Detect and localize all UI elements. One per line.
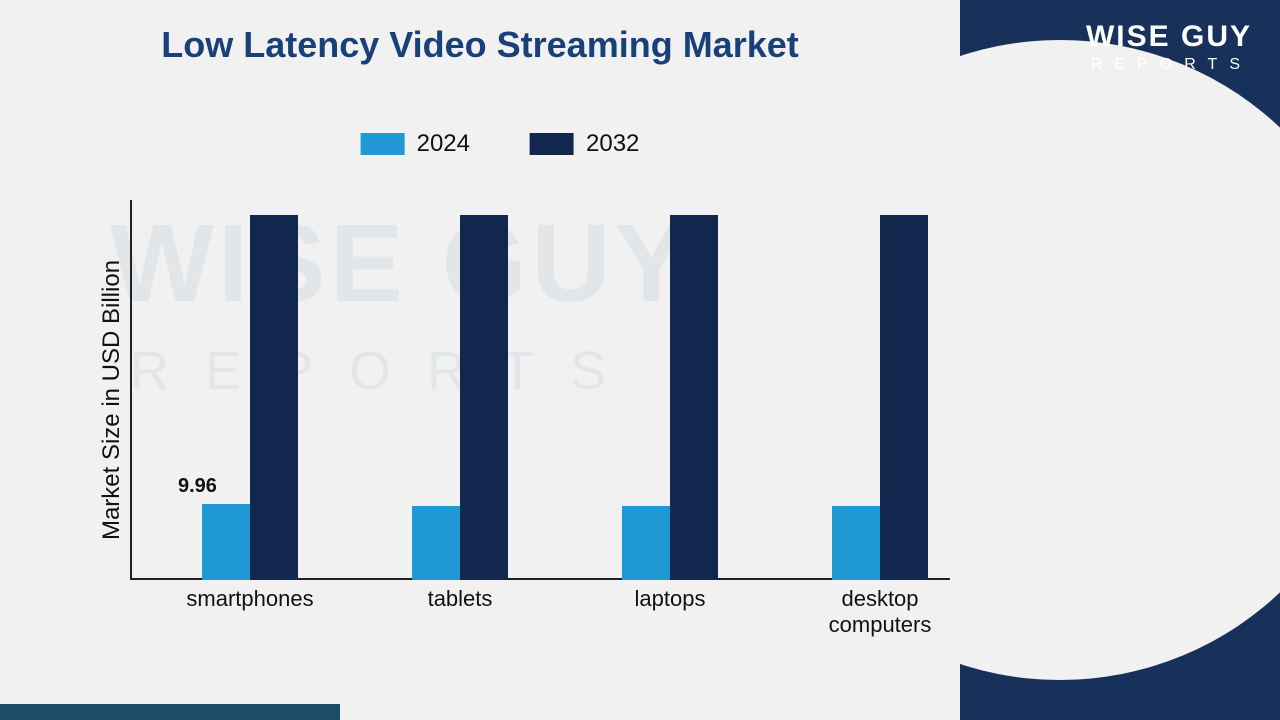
bar-2032 bbox=[880, 215, 928, 580]
stage: WISE GUY REPORTS Low Latency Video Strea… bbox=[0, 0, 1280, 720]
legend-item-2032: 2032 bbox=[530, 130, 639, 158]
brand-logo: WISE GUY REPORTS bbox=[1086, 20, 1252, 74]
bar-2032 bbox=[460, 215, 508, 580]
bar-2024 bbox=[832, 506, 880, 580]
legend-label-2024: 2024 bbox=[417, 130, 470, 158]
category-label: desktop computers bbox=[790, 580, 970, 638]
brand-line1: WISE GUY bbox=[1086, 20, 1252, 54]
y-axis-label: Market Size in USD Billion bbox=[98, 260, 126, 540]
plot-area: 9.96smartphonestabletslaptopsdesktop com… bbox=[130, 200, 950, 580]
bar-group bbox=[622, 215, 718, 580]
right-panel bbox=[960, 0, 1280, 720]
legend: 2024 2032 bbox=[361, 130, 640, 158]
bar-2024 bbox=[202, 504, 250, 580]
category-label: smartphones bbox=[160, 580, 340, 612]
chart-area: 2024 2032 Market Size in USD Billion 9.9… bbox=[30, 160, 970, 640]
legend-label-2032: 2032 bbox=[586, 130, 639, 158]
category-label: laptops bbox=[580, 580, 760, 612]
chart-title: Low Latency Video Streaming Market bbox=[0, 24, 960, 66]
bar-2024 bbox=[622, 506, 670, 580]
bar-group bbox=[832, 215, 928, 580]
swatch-2032 bbox=[530, 133, 574, 155]
bar-2024 bbox=[412, 506, 460, 580]
brand-line2: REPORTS bbox=[1086, 56, 1252, 74]
bar-group bbox=[412, 215, 508, 580]
bar-2032 bbox=[250, 215, 298, 580]
bottom-accent-bar bbox=[0, 704, 340, 720]
bar-2032 bbox=[670, 215, 718, 580]
y-axis-line bbox=[130, 200, 132, 580]
swatch-2024 bbox=[361, 133, 405, 155]
legend-item-2024: 2024 bbox=[361, 130, 470, 158]
category-label: tablets bbox=[370, 580, 550, 612]
bar-group bbox=[202, 215, 298, 580]
